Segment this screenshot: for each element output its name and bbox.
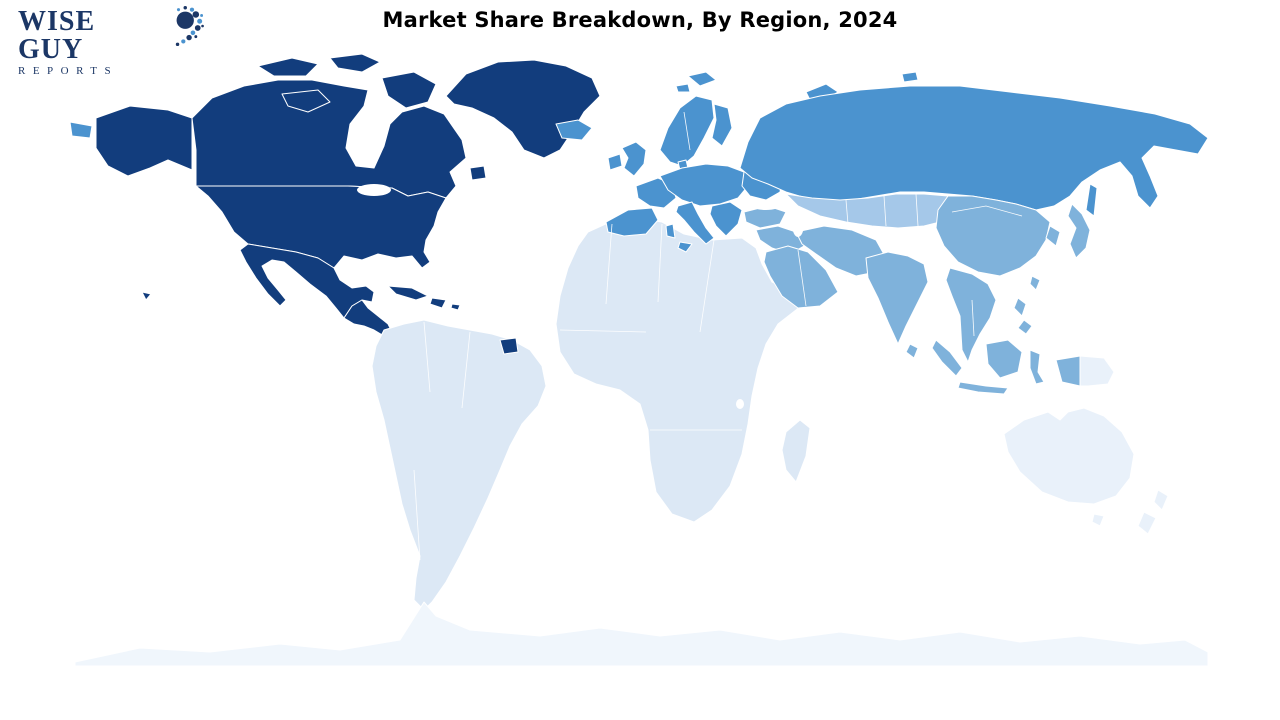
region-antarctica xyxy=(74,601,1209,667)
region-finland xyxy=(711,103,733,147)
region-cuba xyxy=(387,285,429,301)
region-hawaii xyxy=(141,291,152,301)
region-greenland xyxy=(445,59,601,159)
region-south-america xyxy=(371,319,547,611)
region-central-europe xyxy=(659,163,749,207)
region-svalbard-2 xyxy=(675,83,691,93)
region-arctic-island-1 xyxy=(257,57,319,77)
region-arctic-island-2 xyxy=(329,53,381,73)
region-taiwan xyxy=(1029,275,1041,291)
region-newfoundland xyxy=(469,165,487,181)
wise-guy-reports-logo: WISE GUY REPORTS xyxy=(18,6,208,77)
region-central-asia xyxy=(785,193,961,229)
region-madagascar xyxy=(781,419,811,483)
logo-text-line2: REPORTS xyxy=(18,65,119,77)
region-ireland xyxy=(607,153,623,171)
region-chukotka-left-edge xyxy=(69,121,93,139)
region-philippines-1 xyxy=(1013,297,1027,317)
border-seasia-1 xyxy=(971,299,975,337)
region-italy xyxy=(675,201,715,245)
border-centralasia-2 xyxy=(883,195,887,227)
region-korea xyxy=(1045,225,1061,247)
region-se-asia xyxy=(945,267,997,363)
region-victoria-island xyxy=(281,89,331,113)
region-japan xyxy=(1067,203,1091,259)
country-borders-group xyxy=(413,111,1023,561)
region-sri-lanka xyxy=(905,343,919,359)
region-sicily xyxy=(677,241,693,253)
region-australia xyxy=(1003,407,1135,505)
region-borneo xyxy=(985,339,1023,379)
region-svalbard xyxy=(687,71,717,87)
region-india xyxy=(865,251,929,345)
region-alaska xyxy=(95,105,193,177)
region-uk xyxy=(621,141,647,177)
region-franz-josef xyxy=(901,71,919,83)
lake-victoria xyxy=(736,399,744,409)
region-iceland xyxy=(555,119,593,141)
region-iberia xyxy=(605,207,659,237)
region-arabia xyxy=(763,245,839,309)
border-africa-4 xyxy=(559,329,647,333)
border-centralasia-1 xyxy=(845,199,849,225)
region-java xyxy=(957,381,1009,395)
border-africa-3 xyxy=(699,239,715,333)
region-sardinia xyxy=(665,223,676,239)
border-southamerica-3 xyxy=(413,469,421,561)
great-lakes xyxy=(357,184,391,196)
border-centralasia-3 xyxy=(915,193,919,227)
region-hispaniola xyxy=(429,297,447,309)
border-southamerica-1 xyxy=(461,331,471,409)
region-sulawesi xyxy=(1029,349,1045,385)
caspian-sea xyxy=(792,211,804,237)
border-africa-2 xyxy=(657,223,663,303)
border-china-mongolia xyxy=(951,205,1023,217)
region-mexico xyxy=(239,243,375,319)
region-philippines-2 xyxy=(1017,319,1033,335)
region-puerto-rico xyxy=(450,303,461,311)
region-baffin-island xyxy=(381,71,437,109)
region-west-new-guinea xyxy=(1055,355,1081,387)
region-tasmania xyxy=(1091,513,1105,527)
region-africa xyxy=(555,217,813,523)
region-russia xyxy=(739,85,1209,211)
inland-water-group xyxy=(357,184,804,409)
region-new-zealand-south xyxy=(1137,511,1157,535)
black-sea xyxy=(751,200,781,210)
region-new-zealand-north xyxy=(1153,489,1169,511)
border-africa-1 xyxy=(605,223,613,305)
wise-guy-head-icon xyxy=(175,6,204,47)
border-southamerica-2 xyxy=(423,321,431,393)
region-usa xyxy=(195,185,447,269)
region-sumatra xyxy=(931,339,963,377)
logo-text-line1: WISE GUY xyxy=(18,6,96,65)
region-sakhalin xyxy=(1085,183,1098,217)
region-balkans-greece xyxy=(709,201,743,237)
chart-title: Market Share Breakdown, By Region, 2024 xyxy=(382,8,898,32)
border-arabia-1 xyxy=(797,249,807,307)
region-french-guiana xyxy=(499,337,519,355)
region-papua-new-guinea xyxy=(1079,355,1115,387)
border-scandinavia xyxy=(683,111,691,151)
